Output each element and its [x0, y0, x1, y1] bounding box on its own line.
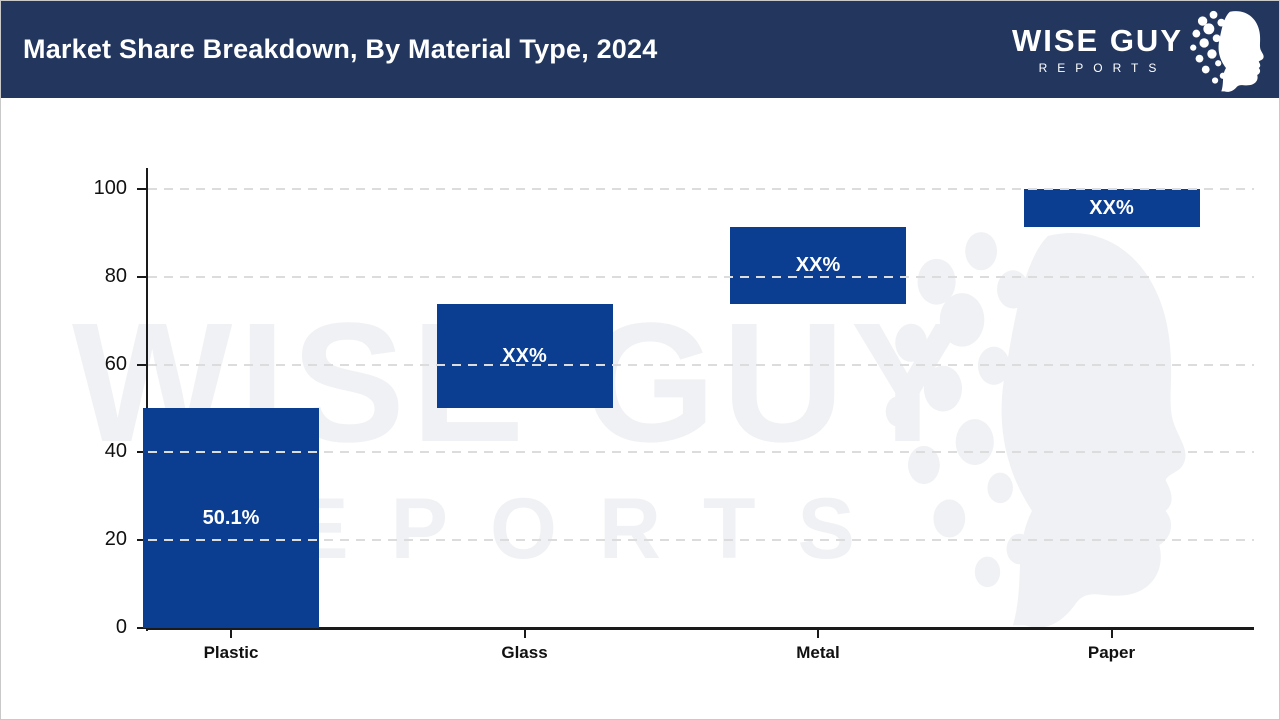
- wise-guy-logo: WISE GUY REPORTS: [1012, 7, 1265, 93]
- bar-metal: XX%: [730, 227, 906, 304]
- gridline-80: [148, 275, 1254, 278]
- y-tick-label-80: 80: [104, 264, 127, 287]
- y-axis-line: [146, 168, 148, 631]
- x-tick-plastic: [230, 630, 232, 638]
- x-category-label-plastic: Plastic: [203, 643, 259, 662]
- header: Market Share Breakdown, By Material Type…: [1, 1, 1279, 98]
- bar-glass: XX%: [436, 304, 613, 409]
- page-title: Market Share Breakdown, By Material Type…: [23, 34, 658, 64]
- gridline-100: [148, 188, 1254, 190]
- y-tick-label-20: 20: [104, 528, 127, 551]
- x-category-label-metal: Metal: [796, 643, 840, 662]
- logo-head-icon: [1190, 10, 1264, 92]
- bar-value-label: XX%: [795, 253, 841, 276]
- bar-value-label: XX%: [1089, 196, 1134, 219]
- y-tick-label-100: 100: [93, 177, 127, 199]
- gridline-20: [148, 539, 1254, 542]
- y-tick-20: [137, 539, 147, 542]
- logo-wordmark: WISE GUY: [1011, 22, 1183, 58]
- x-tick-metal: [817, 630, 819, 638]
- y-tick-label-60: 60: [104, 352, 127, 375]
- bar-value-label: 50.1%: [202, 506, 260, 529]
- chart-canvas: WISE GUY REPORTS 0 20 40 60 80 100 50.1% Plasti…: [1, 98, 1279, 719]
- x-tick-paper: [1110, 630, 1113, 638]
- gridline-40: [148, 451, 1254, 454]
- logo-text: WISE GUY REPORTS: [1012, 25, 1183, 75]
- x-category-label-paper: Paper: [1087, 643, 1136, 662]
- logo-subtitle: REPORTS: [1038, 60, 1167, 75]
- gridline-60: [148, 363, 1254, 366]
- bar-plastic: 50.1%: [143, 408, 319, 628]
- y-tick-40: [137, 451, 147, 454]
- y-tick-label-40: 40: [104, 440, 127, 463]
- y-tick-60: [137, 363, 147, 366]
- x-axis-line: [146, 627, 1254, 630]
- x-category-label-glass: Glass: [501, 643, 548, 662]
- y-tick-80: [137, 275, 147, 278]
- y-tick-label-0: 0: [115, 616, 127, 638]
- y-tick-0: [137, 627, 147, 629]
- x-tick-glass: [523, 630, 526, 638]
- y-tick-100: [137, 188, 147, 190]
- waterfall-chart: 0 20 40 60 80 100 50.1% Plastic XX% Glass XX% Metal…: [1, 98, 1279, 719]
- bar-value-label: XX%: [502, 344, 547, 367]
- bar-paper: XX%: [1023, 189, 1200, 228]
